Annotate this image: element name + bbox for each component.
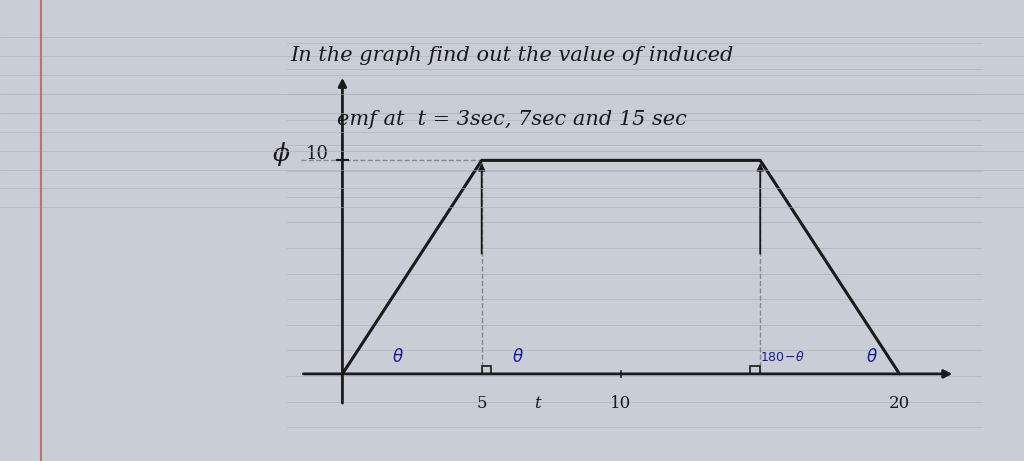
Text: 5: 5	[476, 395, 487, 412]
Text: $180\!-\!\theta$: $180\!-\!\theta$	[760, 350, 805, 364]
Text: ϕ: ϕ	[272, 142, 290, 166]
Text: t: t	[535, 395, 541, 412]
Text: $\theta$: $\theta$	[392, 348, 404, 366]
Text: 10: 10	[610, 395, 632, 412]
Bar	[751, 366, 760, 374]
Text: $\theta$: $\theta$	[865, 348, 878, 366]
Text: 20: 20	[889, 395, 910, 412]
Text: $\theta$: $\theta$	[512, 348, 524, 366]
Text: emf at  t = 3sec, 7sec and 15 sec: emf at t = 3sec, 7sec and 15 sec	[337, 110, 687, 130]
Bar	[481, 366, 492, 374]
Text: 10: 10	[306, 145, 330, 163]
Text: In the graph find out the value of induced: In the graph find out the value of induc…	[291, 46, 733, 65]
